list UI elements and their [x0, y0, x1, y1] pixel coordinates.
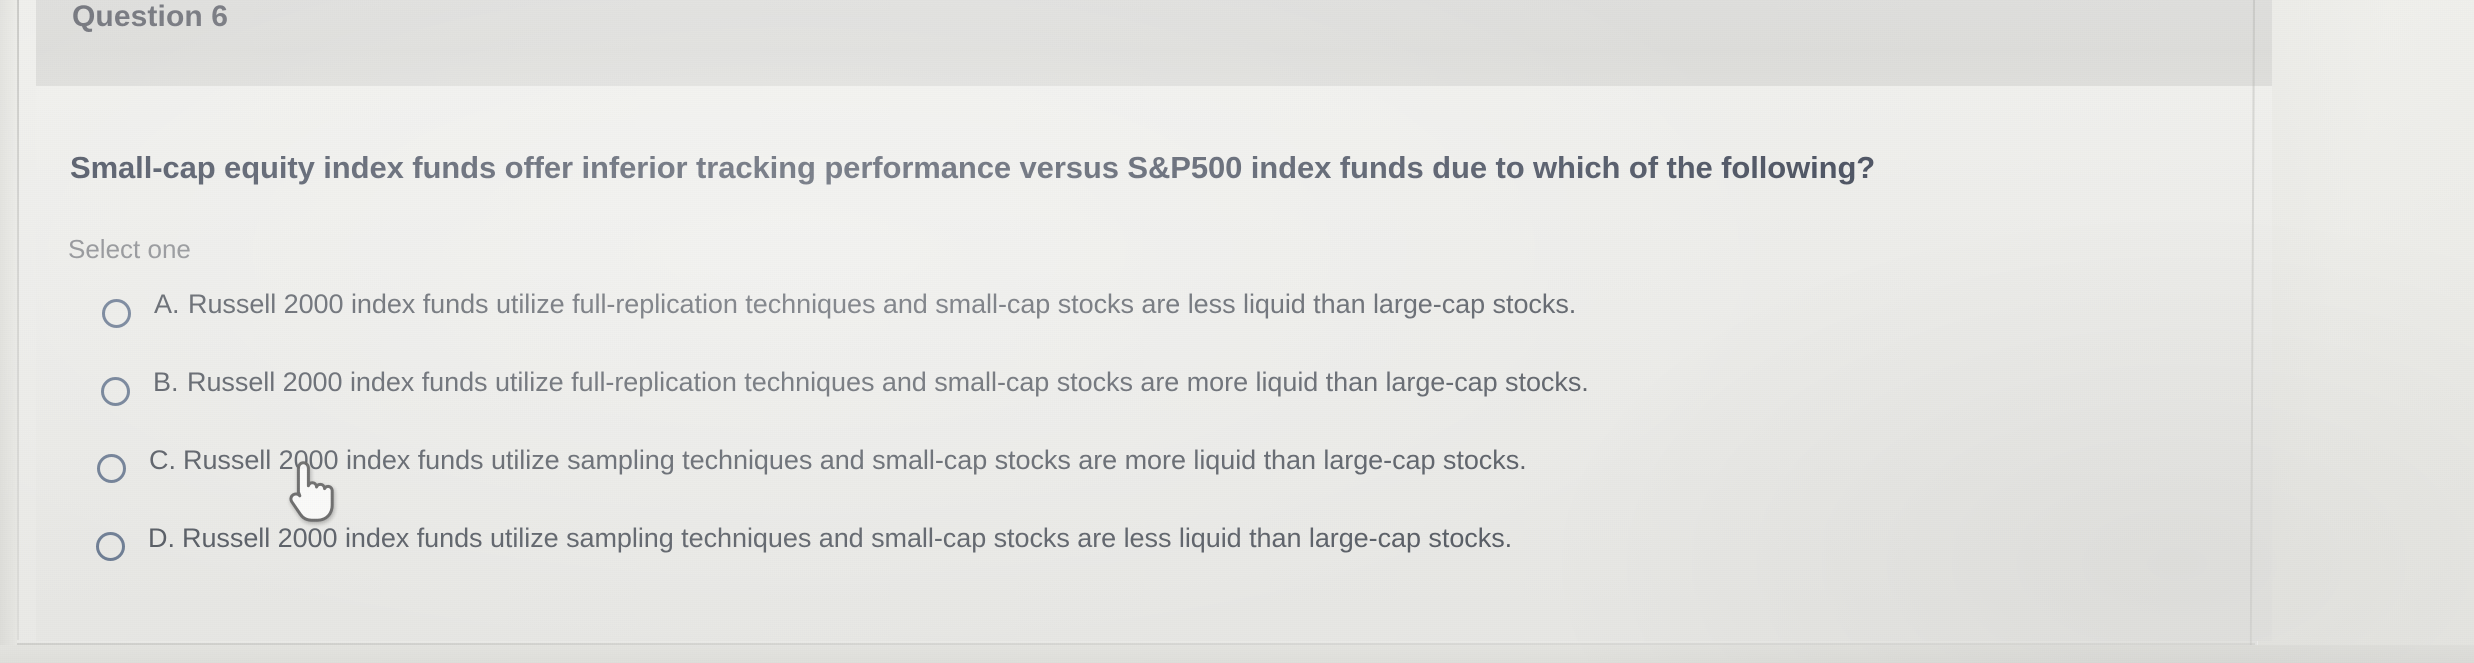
answer-option-d-body: Russell 2000 index funds utilize samplin… — [182, 523, 1513, 553]
radio-button-b[interactable] — [101, 377, 130, 406]
question-number-label: Question 6 — [72, 0, 229, 33]
answer-option-b-body: Russell 2000 index funds utilize full-re… — [187, 367, 1589, 397]
select-one-instruction: Select one — [68, 234, 191, 264]
answer-option-b-text: B. Russell 2000 index funds utilize full-… — [153, 367, 1589, 398]
card-left-edge — [17, 0, 19, 640]
answer-option-a-text: A. Russell 2000 index funds utilize full-… — [154, 289, 1576, 320]
answer-option-a-letter: A. — [154, 289, 180, 319]
answer-option-a-body: Russell 2000 index funds utilize full-re… — [188, 289, 1577, 319]
answer-option-c-body: Russell 2000 index funds utilize samplin… — [183, 445, 1527, 475]
answer-option-a[interactable]: A. Russell 2000 index funds utilize full-… — [36, 282, 2272, 360]
answer-option-d-letter: D. — [148, 523, 175, 553]
question-header-band: Question 6 — [36, 0, 2272, 86]
question-card: Question 6 Small-cap equity index funds … — [17, 0, 2272, 646]
answer-option-c[interactable]: C. Russell 2000 index funds utilize sampl… — [36, 438, 2272, 516]
answer-option-b-letter: B. — [153, 367, 179, 397]
photo-right-margin — [2256, 0, 2474, 663]
photo-left-margin — [0, 0, 18, 663]
card-bottom-edge — [17, 643, 2255, 645]
question-body: Small-cap equity index funds offer infer… — [36, 86, 2272, 641]
radio-button-a[interactable] — [102, 299, 131, 328]
radio-button-c[interactable] — [97, 454, 126, 483]
answer-option-c-text: C. Russell 2000 index funds utilize sampl… — [149, 445, 1527, 476]
answer-option-b[interactable]: B. Russell 2000 index funds utilize full-… — [36, 360, 2272, 438]
photo-bottom-margin — [0, 645, 2474, 663]
answer-option-d[interactable]: D. Russell 2000 index funds utilize sampl… — [36, 516, 2272, 594]
radio-button-d[interactable] — [96, 532, 125, 561]
answer-option-d-text: D. Russell 2000 index funds utilize sampl… — [148, 523, 1512, 554]
answer-options-list: A. Russell 2000 index funds utilize full-… — [36, 282, 2272, 594]
question-prompt-text: Small-cap equity index funds offer infer… — [70, 150, 1876, 185]
answer-option-c-letter: C. — [149, 445, 176, 475]
